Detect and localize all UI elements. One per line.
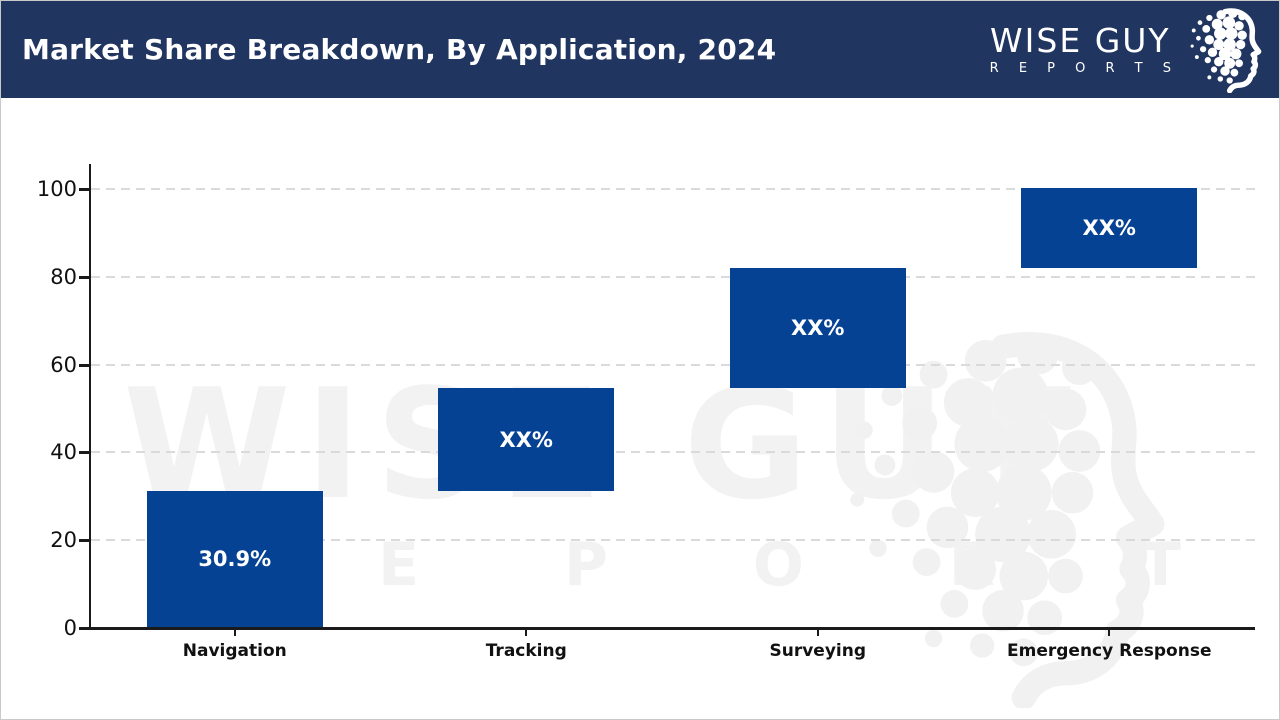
brand-name: WISE GUY (990, 20, 1171, 60)
gridline (91, 275, 1255, 278)
y-tick-mark (79, 539, 89, 543)
y-tick-label: 20 (50, 528, 77, 553)
x-axis-line (89, 627, 1255, 630)
y-tick-label: 100 (36, 177, 77, 201)
x-tick-mark (816, 630, 819, 636)
y-tick-mark (79, 451, 89, 455)
brand-logo-text: WISE GUY R E P O R T S (982, 24, 1179, 76)
bar-surveying: XX% (729, 268, 906, 389)
y-tick-label: 40 (50, 440, 77, 465)
y-tick-label: 0 (63, 616, 77, 640)
x-tick-mark (1108, 630, 1111, 636)
plot-area: WISE GUY R E P O R T S 02040608010030.9%… (1, 98, 1279, 720)
header-bar: Market Share Breakdown, By Application, … (1, 1, 1279, 98)
bar-emergency-response: XX% (1021, 188, 1198, 269)
brand-logo: WISE GUY R E P O R T S (982, 7, 1265, 93)
y-tick-mark (79, 363, 89, 367)
bar-value-label: XX% (1082, 216, 1136, 241)
gridline (91, 539, 1255, 542)
x-category-label: Navigation (182, 641, 287, 661)
x-category-label: Surveying (769, 641, 867, 661)
bar-value-label: XX% (499, 427, 553, 452)
bar-value-label: XX% (791, 316, 845, 341)
bar-tracking: XX% (438, 388, 615, 492)
x-tick-mark (233, 630, 236, 636)
brand-subtitle: R E P O R T S (989, 60, 1179, 76)
y-tick-mark (79, 627, 89, 630)
y-tick-mark (79, 275, 89, 279)
chart-title: Market Share Breakdown, By Application, … (22, 33, 777, 66)
watermark-text-2: R E P O R T S (187, 530, 1279, 600)
dotted-head-logo-icon (1185, 7, 1265, 93)
bar-navigation: 30.9% (146, 491, 323, 627)
gridline (91, 363, 1255, 366)
y-tick-mark (79, 188, 89, 191)
bar-value-label: 30.9% (198, 547, 272, 572)
y-tick-label: 80 (50, 264, 77, 289)
gridline (91, 451, 1255, 454)
gridline (91, 188, 1255, 190)
x-category-label: Tracking (485, 641, 567, 661)
x-tick-mark (525, 630, 528, 636)
x-category-label: Emergency Response (1007, 641, 1212, 661)
y-tick-label: 60 (50, 352, 77, 377)
y-axis-spine (89, 164, 91, 629)
